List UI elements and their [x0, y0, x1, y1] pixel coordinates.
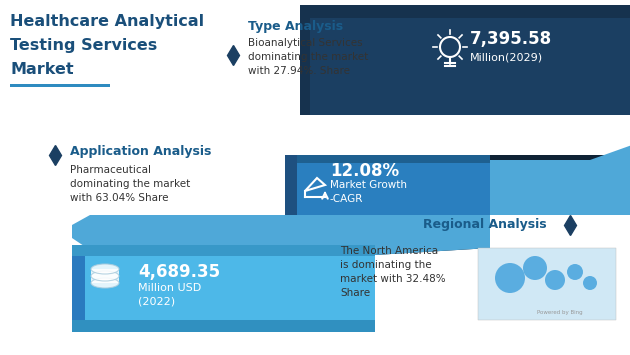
Circle shape	[545, 270, 565, 290]
Text: Bioanalytical Services
dominating the market
with 27.94%. Share: Bioanalytical Services dominating the ma…	[248, 38, 369, 76]
Polygon shape	[285, 155, 297, 215]
Text: Type Analysis: Type Analysis	[248, 20, 343, 33]
Circle shape	[583, 276, 597, 290]
Circle shape	[495, 263, 525, 293]
Polygon shape	[300, 5, 310, 115]
Text: 4,689.35: 4,689.35	[138, 263, 220, 281]
Text: Market: Market	[10, 62, 74, 77]
Polygon shape	[72, 212, 490, 255]
Text: Testing Services: Testing Services	[10, 38, 158, 53]
Text: Regional Analysis: Regional Analysis	[423, 218, 547, 231]
Text: Million USD
(2022): Million USD (2022)	[138, 283, 201, 307]
Polygon shape	[285, 112, 630, 215]
Text: 7,395.58: 7,395.58	[470, 30, 552, 48]
Text: Million(2029): Million(2029)	[470, 52, 543, 62]
Text: 12.08%: 12.08%	[330, 162, 399, 180]
Polygon shape	[300, 5, 630, 115]
Polygon shape	[285, 155, 490, 215]
Bar	[478, 248, 616, 320]
Circle shape	[523, 256, 547, 280]
Text: Application Analysis: Application Analysis	[70, 145, 212, 158]
Text: Pharmaceutical
dominating the market
with 63.04% Share: Pharmaceutical dominating the market wit…	[70, 165, 190, 203]
Bar	[91, 269, 119, 283]
Ellipse shape	[91, 271, 119, 281]
Text: Healthcare Analytical: Healthcare Analytical	[10, 14, 204, 29]
Ellipse shape	[91, 278, 119, 288]
Polygon shape	[285, 215, 490, 255]
Polygon shape	[72, 245, 85, 332]
Ellipse shape	[91, 264, 119, 274]
Bar	[10, 84, 110, 87]
Polygon shape	[72, 320, 375, 332]
Polygon shape	[300, 5, 630, 18]
Polygon shape	[72, 245, 375, 332]
Text: The North America
is dominating the
market with 32.48%
Share: The North America is dominating the mark…	[340, 246, 445, 298]
Text: Powered by Bing: Powered by Bing	[537, 310, 583, 315]
Polygon shape	[490, 155, 630, 215]
Text: Market Growth
-CAGR: Market Growth -CAGR	[330, 180, 407, 204]
Circle shape	[567, 264, 583, 280]
Polygon shape	[72, 245, 375, 256]
Polygon shape	[285, 155, 490, 163]
